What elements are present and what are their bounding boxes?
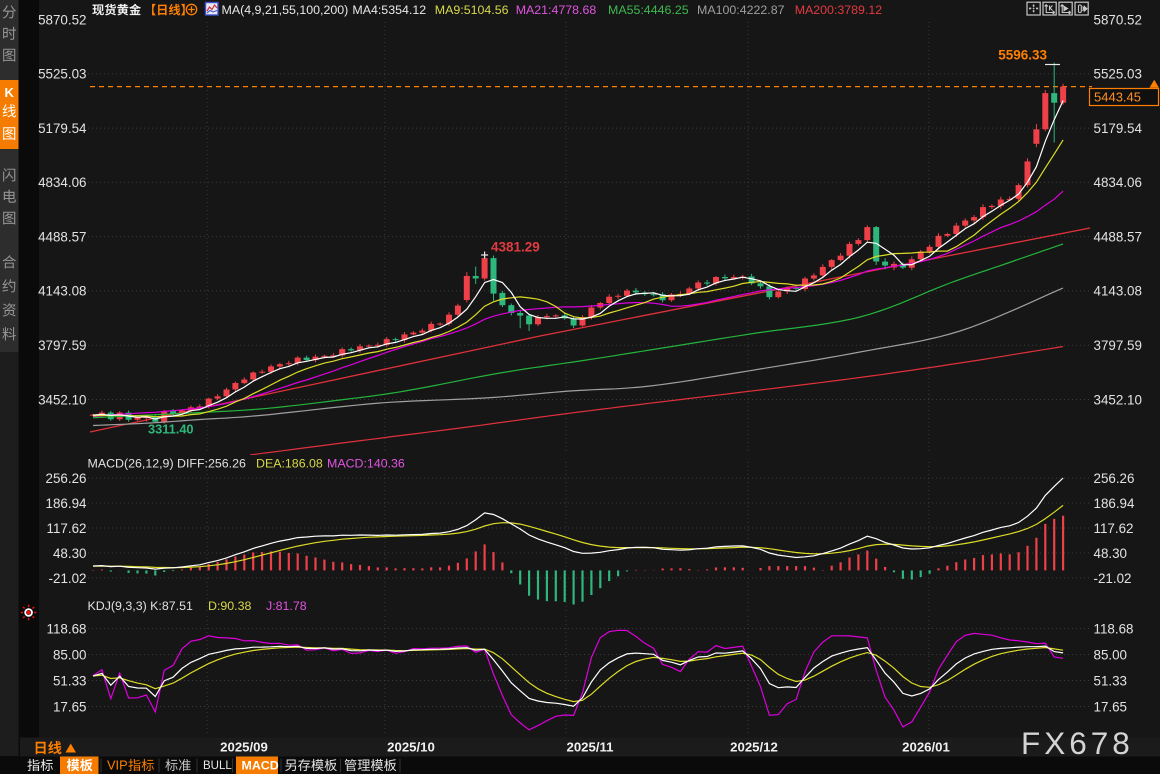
svg-text:MA4:5354.12: MA4:5354.12 — [352, 3, 426, 17]
svg-text:17.65: 17.65 — [53, 699, 87, 714]
svg-text:4381.29: 4381.29 — [491, 240, 540, 255]
svg-text:256.26: 256.26 — [1094, 471, 1135, 486]
svg-text:-21.02: -21.02 — [1094, 571, 1132, 586]
svg-text:MACD: MACD — [242, 759, 279, 773]
svg-text:117.62: 117.62 — [1094, 521, 1134, 536]
svg-text:2026/01: 2026/01 — [902, 740, 950, 755]
svg-text:MA200:3789.12: MA200:3789.12 — [795, 3, 883, 17]
svg-text:MA55:4446.25: MA55:4446.25 — [608, 3, 689, 17]
svg-text:MACD:140.36: MACD:140.36 — [327, 457, 405, 471]
svg-text:VIP: VIP — [107, 758, 128, 773]
svg-text:4834.06: 4834.06 — [1094, 175, 1142, 190]
svg-text:MA(4,9,21,55,100,200): MA(4,9,21,55,100,200) — [222, 3, 349, 17]
svg-text:MACD(26,12,9) DIFF:256.26: MACD(26,12,9) DIFF:256.26 — [88, 457, 246, 471]
svg-text:186.94: 186.94 — [1094, 496, 1136, 511]
svg-text:3452.10: 3452.10 — [38, 392, 86, 407]
svg-text:K: K — [5, 85, 15, 100]
svg-text:51.33: 51.33 — [53, 673, 87, 688]
svg-text:4834.06: 4834.06 — [38, 175, 86, 190]
svg-text:256.26: 256.26 — [46, 471, 87, 486]
svg-text:5179.54: 5179.54 — [1094, 121, 1143, 136]
svg-text:3797.59: 3797.59 — [1094, 338, 1142, 353]
svg-text:FX678: FX678 — [1021, 725, 1134, 761]
svg-text:51.33: 51.33 — [1094, 673, 1128, 688]
svg-text:5179.54: 5179.54 — [38, 121, 87, 136]
svg-text:186.94: 186.94 — [46, 496, 88, 511]
svg-text:17.65: 17.65 — [1094, 699, 1128, 714]
svg-text:3797.59: 3797.59 — [38, 338, 86, 353]
svg-text:5596.33: 5596.33 — [998, 48, 1047, 63]
svg-text:5525.03: 5525.03 — [1094, 67, 1142, 82]
svg-text:118.68: 118.68 — [47, 621, 87, 636]
svg-text:4488.57: 4488.57 — [38, 229, 86, 244]
svg-text:D:90.38: D:90.38 — [208, 599, 252, 613]
svg-text:KDJ(9,3,3) K:87.51: KDJ(9,3,3) K:87.51 — [88, 599, 193, 613]
svg-text:MA21:4778.68: MA21:4778.68 — [516, 3, 597, 17]
svg-text:85.00: 85.00 — [53, 647, 87, 662]
svg-text:3452.10: 3452.10 — [1094, 392, 1142, 407]
svg-text:5525.03: 5525.03 — [38, 67, 86, 82]
svg-text:118.68: 118.68 — [1094, 621, 1134, 636]
svg-text:J:81.78: J:81.78 — [266, 599, 307, 613]
svg-text:85.00: 85.00 — [1094, 647, 1128, 662]
svg-text:BULL: BULL — [203, 760, 232, 772]
svg-text:4143.08: 4143.08 — [1094, 284, 1142, 299]
svg-text:117.62: 117.62 — [47, 521, 87, 536]
svg-text:5443.45: 5443.45 — [1094, 90, 1141, 105]
svg-text:4488.57: 4488.57 — [1094, 229, 1142, 244]
svg-text:2025/12: 2025/12 — [730, 740, 778, 755]
svg-text:5870.52: 5870.52 — [38, 12, 86, 27]
svg-text:MA9:5104.56: MA9:5104.56 — [435, 3, 509, 17]
svg-text:DEA:186.08: DEA:186.08 — [256, 457, 323, 471]
svg-text:4143.08: 4143.08 — [38, 284, 86, 299]
svg-text:2025/10: 2025/10 — [387, 740, 435, 755]
svg-text:-21.02: -21.02 — [49, 571, 87, 586]
svg-text:3311.40: 3311.40 — [148, 422, 194, 437]
svg-text:5870.52: 5870.52 — [1094, 12, 1142, 27]
svg-text:48.30: 48.30 — [1094, 546, 1128, 561]
svg-text:MA100:4222.87: MA100:4222.87 — [697, 3, 785, 17]
svg-text:2025/11: 2025/11 — [567, 740, 614, 755]
svg-text:2025/09: 2025/09 — [220, 740, 268, 755]
svg-text:48.30: 48.30 — [53, 546, 87, 561]
